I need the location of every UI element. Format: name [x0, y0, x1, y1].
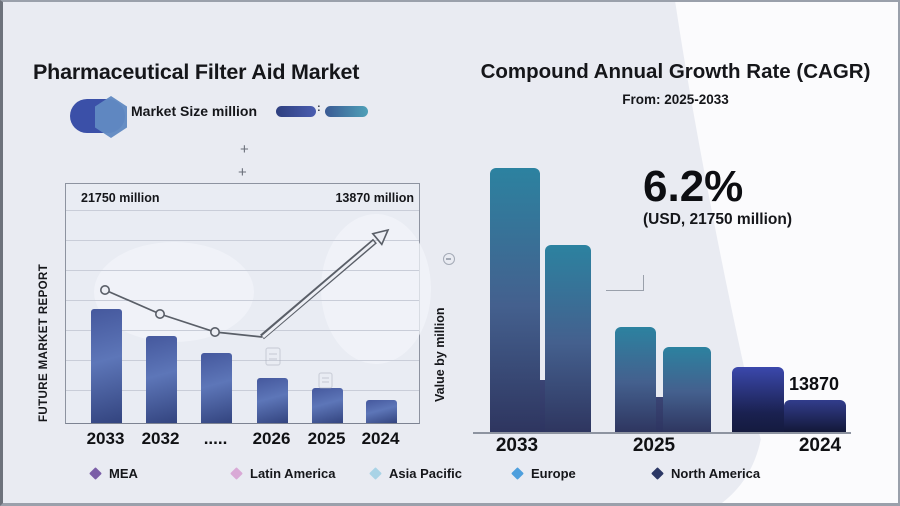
cagr-note: (USD, 21750 million): [643, 211, 793, 228]
background-cloud-shape: [321, 214, 431, 364]
cagr-bar-2033-a: [490, 168, 540, 433]
cagr-value: 6.2%: [643, 162, 744, 211]
legend-label: Europe: [531, 466, 576, 481]
legend-item-europe: Europe: [511, 466, 576, 481]
market-size-bar-2025: [312, 388, 343, 423]
cagr-bar-2024-a: [732, 367, 784, 433]
bar-join-filler: [656, 397, 663, 433]
market-size-bar-2024: [366, 400, 397, 423]
plus-decoration-icon: +: [238, 164, 247, 181]
legend-diamond-icon: [369, 467, 382, 480]
left-chart-y-axis-label: FUTURE MARKET REPORT: [38, 263, 50, 422]
watermark-document-icon: [265, 347, 281, 366]
x-label: 2033: [495, 435, 539, 456]
growth-arrow-icon: [260, 228, 390, 340]
bar-join-filler: [540, 380, 545, 433]
legend-label: North America: [671, 466, 761, 481]
market-size-bar-2026: [257, 377, 288, 423]
x-label: 2025: [632, 435, 676, 456]
gridline: [66, 300, 419, 301]
gridline: [66, 390, 419, 391]
legend-diamond-icon: [511, 467, 524, 480]
gridline: [66, 210, 419, 211]
gridline: [66, 240, 419, 241]
trend-line-and-arrow: [99, 228, 390, 389]
x-label: .....: [203, 429, 228, 448]
cagr-bar-2024-b: [784, 400, 846, 433]
right-chart-y-axis-label: Value by million: [433, 307, 447, 403]
bar-value-annotation: 13870: [789, 374, 840, 394]
left-chart-x-axis-labels: 2033 2032..... 2026 2025 2024: [65, 429, 420, 453]
legend-item-asia-pacific: Asia Pacific: [369, 466, 462, 481]
trend-markers: [99, 285, 221, 338]
market-size-chart: 21750 million 13870 million: [65, 183, 431, 424]
x-label: 2024: [798, 435, 842, 456]
left-chart-title: Pharmaceutical Filter Aid Market: [33, 60, 360, 84]
legend-label: MEA: [109, 466, 138, 481]
right-chart-title: Compound Annual Growth Rate (CAGR): [480, 60, 871, 83]
market-size-bar-2033: [91, 309, 122, 423]
legend-diamond-icon: [651, 467, 664, 480]
legend-item-north-america: North America: [651, 466, 761, 481]
capsule-pill-icon: [69, 96, 127, 138]
max-value-label: 21750 million: [81, 191, 160, 205]
right-chart-subtitle: From: 2025-2033: [622, 92, 729, 107]
legend-item-latin-america: Latin America: [230, 466, 336, 481]
gridline: [66, 360, 419, 361]
legend-label: Asia Pacific: [389, 466, 462, 481]
capsule-hexagon-shape: [95, 96, 127, 138]
cagr-bar-2033-b: [545, 245, 591, 433]
legend-pill-separator: :: [317, 102, 321, 114]
x-label: 2033: [86, 429, 125, 448]
minus-circle-icon: [443, 253, 455, 265]
market-size-bar-.....: [201, 353, 232, 423]
x-label: 2025: [307, 429, 346, 448]
right-chart-x-axis: [473, 432, 851, 434]
x-label: 2026: [252, 429, 291, 448]
cagr-bar-2025-a: [615, 327, 656, 433]
plus-decoration-icon: +: [240, 141, 249, 158]
legend-diamond-icon: [230, 467, 243, 480]
market-size-bar-2032: [146, 336, 177, 423]
x-label: 2032: [141, 429, 180, 448]
legend-label: Latin America: [250, 466, 336, 481]
legend-pill-dark-icon: [276, 106, 316, 117]
legend-pill-teal-icon: [325, 106, 368, 117]
legend-item-mea: MEA: [89, 466, 138, 481]
gridline: [66, 270, 419, 271]
step-line-decoration: [606, 275, 644, 291]
legend-diamond-icon: [89, 467, 102, 480]
watermark-document-icon: [318, 372, 333, 389]
min-value-label: 13870 million: [335, 191, 414, 205]
gridline: [66, 330, 419, 331]
x-label: 2024: [361, 429, 400, 448]
series-legend-label: Market Size million: [131, 103, 258, 119]
trend-line: [104, 289, 263, 338]
cagr-bar-2025-b: [663, 347, 711, 433]
